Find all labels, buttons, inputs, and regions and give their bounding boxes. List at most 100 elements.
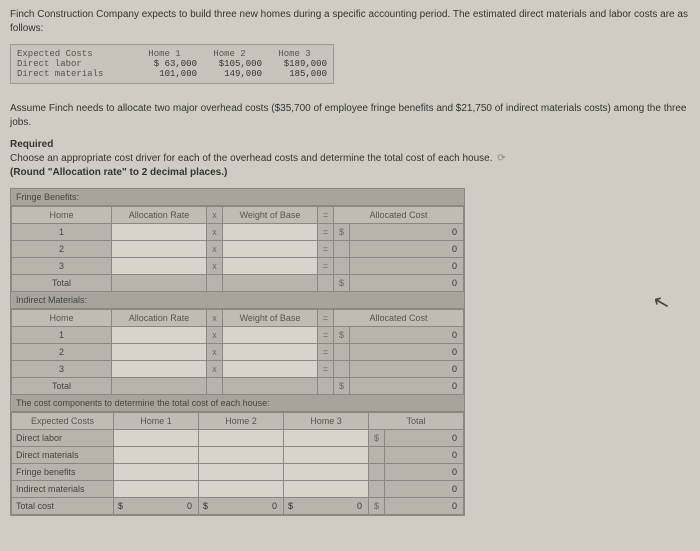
dollar-sym: $	[334, 378, 350, 395]
required-block: Required Choose an appropriate cost driv…	[10, 138, 690, 180]
col-eq: =	[318, 207, 334, 224]
dollar-sym	[369, 481, 385, 498]
col-alloc: Allocated Cost	[334, 310, 464, 327]
col-alloc: Allocated Cost	[334, 207, 464, 224]
col-home: Home	[12, 310, 112, 327]
worksheet: Fringe Benefits: Home Allocation Rate x …	[10, 188, 465, 516]
tc-input[interactable]	[199, 447, 284, 464]
tc-grand: 0	[385, 498, 464, 515]
refresh-icon[interactable]: ⟳	[497, 152, 505, 166]
tc-row: Fringe benefits	[12, 464, 114, 481]
cost-col-header: Home 1	[132, 49, 197, 59]
fringe-total: Total	[12, 275, 112, 292]
tc-input[interactable]	[284, 464, 369, 481]
tc-input[interactable]	[199, 481, 284, 498]
dollar-sym: $	[334, 327, 350, 344]
rate-input[interactable]	[112, 327, 207, 344]
cost-col-header: Home 2	[197, 49, 262, 59]
x-sym: x	[207, 327, 223, 344]
tc-total: 0	[385, 464, 464, 481]
totalcost-table: Expected Costs Home 1 Home 2 Home 3 Tota…	[11, 412, 464, 515]
tc-input[interactable]	[114, 464, 199, 481]
tc-row: Indirect materials	[12, 481, 114, 498]
cost-row-label: Direct labor	[17, 59, 132, 69]
required-round: (Round "Allocation rate" to 2 decimal pl…	[10, 167, 227, 178]
cost-box-header: Expected Costs	[17, 49, 132, 59]
rate-input[interactable]	[112, 241, 207, 258]
cost-cell: $ 63,000	[132, 59, 197, 69]
expected-costs-table: Expected Costs Home 1 Home 2 Home 3 Dire…	[10, 44, 334, 84]
col-weight: Weight of Base	[223, 207, 318, 224]
totalcost-header: The cost components to determine the tot…	[11, 395, 464, 412]
weight-input[interactable]	[223, 241, 318, 258]
intro-text: Finch Construction Company expects to bu…	[10, 8, 690, 36]
col-rate: Allocation Rate	[112, 310, 207, 327]
indirect-total: Total	[12, 378, 112, 395]
cost-col-header: Home 3	[262, 49, 327, 59]
rate-input[interactable]	[112, 258, 207, 275]
weight-input[interactable]	[223, 258, 318, 275]
weight-input[interactable]	[223, 344, 318, 361]
col-h1: Home 1	[114, 413, 199, 430]
col-h2: Home 2	[199, 413, 284, 430]
fringe-row: 3	[12, 258, 112, 275]
col-total: Total	[369, 413, 464, 430]
tc-input[interactable]	[114, 430, 199, 447]
rate-input[interactable]	[112, 344, 207, 361]
dollar-sym: $	[334, 224, 350, 241]
alloc-cell: 0	[350, 327, 464, 344]
dollar-sym	[369, 447, 385, 464]
dollar-sym	[334, 258, 350, 275]
tc-input[interactable]	[284, 430, 369, 447]
required-text: Choose an appropriate cost driver for ea…	[10, 153, 495, 164]
col-home: Home	[12, 207, 112, 224]
tc-input[interactable]	[199, 464, 284, 481]
eq-sym: =	[318, 344, 334, 361]
rate-input[interactable]	[112, 361, 207, 378]
tc-coltotal: $0	[114, 498, 199, 515]
col-h3: Home 3	[284, 413, 369, 430]
tc-row-total: Total cost	[12, 498, 114, 515]
eq-sym: =	[318, 258, 334, 275]
col-x: x	[207, 207, 223, 224]
x-sym: x	[207, 258, 223, 275]
tc-row: Direct materials	[12, 447, 114, 464]
indirect-row: 1	[12, 327, 112, 344]
tc-coltotal: $0	[199, 498, 284, 515]
tc-input[interactable]	[114, 447, 199, 464]
col-x: x	[207, 310, 223, 327]
eq-sym: =	[318, 224, 334, 241]
dollar-sym: $	[369, 498, 385, 515]
tc-input[interactable]	[199, 430, 284, 447]
alloc-cell: 0	[350, 258, 464, 275]
cost-row-label: Direct materials	[17, 69, 132, 79]
col-rate: Allocation Rate	[112, 207, 207, 224]
alloc-cell: 0	[350, 361, 464, 378]
weight-input[interactable]	[223, 327, 318, 344]
required-label: Required	[10, 139, 53, 150]
indirect-table: Home Allocation Rate x Weight of Base = …	[11, 309, 464, 395]
alloc-total: 0	[350, 275, 464, 292]
col-expected: Expected Costs	[12, 413, 114, 430]
indirect-row: 3	[12, 361, 112, 378]
weight-input[interactable]	[223, 361, 318, 378]
assumption-text: Assume Finch needs to allocate two major…	[10, 102, 690, 130]
weight-input[interactable]	[223, 224, 318, 241]
rate-input[interactable]	[112, 224, 207, 241]
alloc-cell: 0	[350, 241, 464, 258]
fringe-header: Fringe Benefits:	[11, 189, 464, 206]
tc-input[interactable]	[284, 481, 369, 498]
x-sym: x	[207, 361, 223, 378]
tc-coltotal: $0	[284, 498, 369, 515]
tc-row: Direct labor	[12, 430, 114, 447]
dollar-sym	[334, 361, 350, 378]
cost-cell: $189,000	[262, 59, 327, 69]
cost-cell: 185,000	[262, 69, 327, 79]
dollar-sym	[369, 464, 385, 481]
tc-input[interactable]	[284, 447, 369, 464]
tc-input[interactable]	[114, 481, 199, 498]
col-weight: Weight of Base	[223, 310, 318, 327]
x-sym: x	[207, 224, 223, 241]
fringe-table: Home Allocation Rate x Weight of Base = …	[11, 206, 464, 292]
dollar-sym	[334, 241, 350, 258]
